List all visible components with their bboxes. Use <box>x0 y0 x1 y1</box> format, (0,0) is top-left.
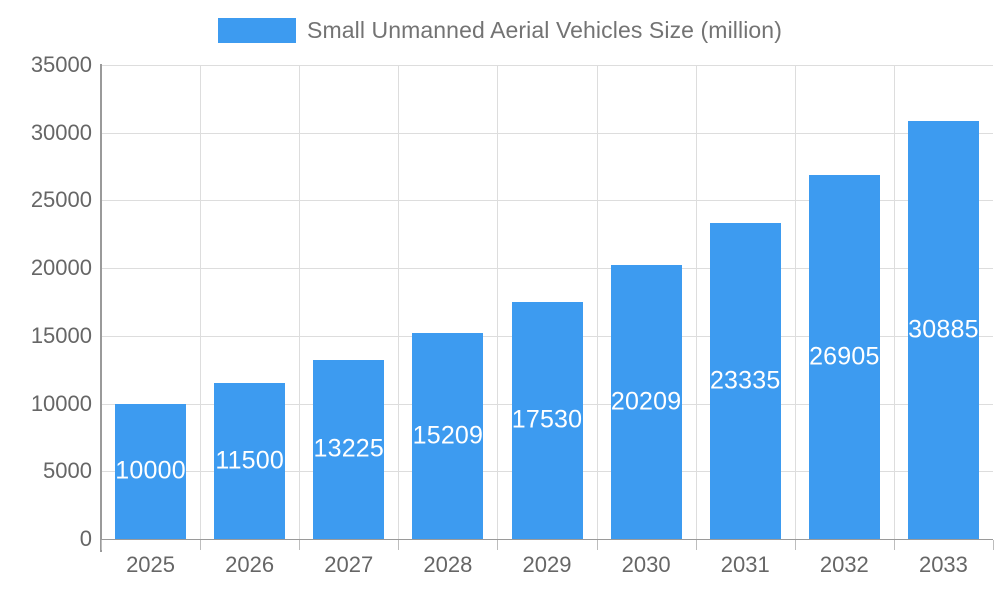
bar-value-label: 11500 <box>215 446 284 475</box>
x-axis-tick-mark <box>299 540 300 550</box>
y-axis-tick-label: 5000 <box>43 458 92 484</box>
x-axis-tick-mark <box>101 540 102 550</box>
gridline-vertical <box>299 65 300 539</box>
gridline-vertical <box>398 65 399 539</box>
x-axis-tick-label: 2027 <box>324 552 374 577</box>
gridline-vertical <box>696 65 697 539</box>
gridline-vertical <box>795 65 796 539</box>
bar-value-label: 26905 <box>809 342 880 371</box>
x-axis-tick-mark <box>993 540 994 550</box>
y-axis-tick-label: 20000 <box>30 255 92 281</box>
gridline-horizontal <box>101 268 993 270</box>
x-axis-line <box>101 539 993 540</box>
x-axis-tick-label: 2026 <box>225 552 275 577</box>
x-axis-tick-mark <box>696 540 697 550</box>
y-axis-tick-label: 0 <box>79 526 92 551</box>
x-axis-tick-label: 2030 <box>621 552 671 577</box>
x-axis-tick-mark <box>795 540 796 550</box>
legend-color-swatch <box>218 17 297 43</box>
y-axis-line <box>100 64 102 552</box>
y-axis-tick-label: 35000 <box>30 52 92 77</box>
x-axis-tick-mark <box>398 540 399 550</box>
gridline-vertical <box>497 65 498 539</box>
gridline-horizontal <box>101 200 993 202</box>
legend-item-label: Small Unmanned Aerial Vehicles Size (mil… <box>307 16 782 43</box>
bar[interactable] <box>610 265 682 539</box>
chart-legend: Small Unmanned Aerial Vehicles Size (mil… <box>0 10 1000 50</box>
y-axis-tick-label: 30000 <box>30 119 92 145</box>
x-axis-tick-label: 2033 <box>918 552 968 577</box>
legend-item[interactable]: Small Unmanned Aerial Vehicles Size (mil… <box>218 17 782 44</box>
gridline-vertical <box>597 65 598 539</box>
gridline-vertical <box>200 65 201 539</box>
y-axis-tick-label: 10000 <box>30 390 92 416</box>
bar[interactable] <box>907 120 979 539</box>
x-axis-tick-mark <box>894 540 895 550</box>
y-axis-tick-label: 25000 <box>30 187 92 213</box>
x-axis-tick-label: 2029 <box>522 552 572 577</box>
gridline-horizontal <box>101 65 993 66</box>
bar[interactable] <box>313 359 385 539</box>
x-axis-tick-mark <box>497 540 498 550</box>
bar[interactable] <box>115 403 187 539</box>
bar[interactable] <box>709 222 781 539</box>
bar[interactable] <box>808 174 880 539</box>
gridline-vertical <box>894 65 895 539</box>
x-axis-tick-labels: 2025 2026 2027 2028 2029 2030 2031 2032 2033 <box>101 552 993 592</box>
bar[interactable] <box>511 301 583 539</box>
x-axis-tick-label: 2025 <box>126 552 176 577</box>
bar-value-label: 13225 <box>313 434 385 463</box>
y-axis-tick-labels: 0 5000 10000 15000 20000 25000 30000 35000 <box>0 0 92 600</box>
bar-value-label: 10000 <box>115 456 186 485</box>
bar[interactable] <box>214 383 286 539</box>
x-axis-tick-mark <box>200 540 201 550</box>
bar-value-label: 20209 <box>610 387 682 416</box>
bar-value-label: 23335 <box>709 366 781 395</box>
x-axis-tick-mark <box>597 540 598 550</box>
bar[interactable] <box>412 333 484 539</box>
bar-value-label: 15209 <box>412 421 484 450</box>
plot-area: 10000 11500 13225 15209 17530 20209 23335 26905… <box>101 65 993 540</box>
y-axis-tick-label: 15000 <box>30 322 92 348</box>
bar-value-label: 17530 <box>511 405 583 434</box>
bar-value-label: 30885 <box>908 315 979 344</box>
x-axis-tick-label: 2032 <box>819 552 869 577</box>
gridline-horizontal <box>101 132 993 134</box>
x-axis-tick-label: 2028 <box>423 552 473 577</box>
x-axis-tick-label: 2031 <box>720 552 770 577</box>
